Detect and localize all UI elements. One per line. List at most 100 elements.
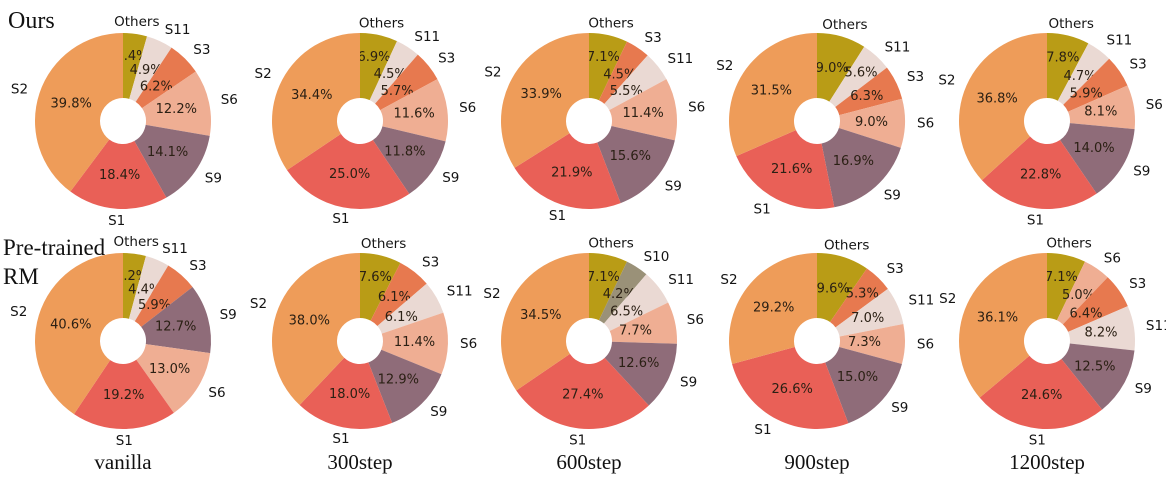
percent-label-s3: 5.9% bbox=[1070, 87, 1103, 102]
pie-slice-s9 bbox=[604, 341, 677, 406]
pie-slice-s2 bbox=[34, 33, 123, 192]
percent-label-others: 7.1% bbox=[1045, 270, 1078, 285]
percent-label-s2: 36.8% bbox=[976, 92, 1017, 107]
pie-slice-s11 bbox=[829, 46, 887, 108]
segment-label-s1: S1 bbox=[1027, 212, 1044, 228]
donut-chart-rm-1200step: 7.1% Others 5.0% S6 6.4% S3 8.2% S11 12.5% S9 24.6… bbox=[939, 236, 1166, 449]
percent-label-s3: 5.3% bbox=[846, 287, 879, 302]
column-label-vanilla: vanilla bbox=[94, 450, 152, 474]
percent-label-s6: 7.3% bbox=[848, 335, 881, 350]
pie-slice-others bbox=[817, 33, 865, 102]
percent-label-s1: 18.0% bbox=[329, 387, 370, 402]
column-label-300step: 300step bbox=[327, 450, 393, 474]
pie-slice-others bbox=[1047, 33, 1089, 101]
pie-slice-s9 bbox=[372, 126, 446, 194]
percent-label-s1: 26.6% bbox=[772, 382, 813, 397]
pie-slice-s3 bbox=[830, 268, 888, 328]
segment-label-s2: S2 bbox=[255, 66, 272, 82]
column-label-900step: 900step bbox=[784, 450, 850, 474]
segment-label-s1: S1 bbox=[116, 433, 133, 449]
segment-label-s9: S9 bbox=[1135, 381, 1152, 397]
pie-slice-s11 bbox=[377, 283, 444, 334]
segment-label-others: Others bbox=[361, 236, 406, 252]
segment-label-s11: S11 bbox=[414, 29, 440, 45]
percent-label-s6: 9.0% bbox=[855, 115, 888, 130]
pie-slice-s9 bbox=[821, 128, 901, 208]
pie-slice-s2 bbox=[958, 33, 1047, 181]
percent-label-s9: 12.6% bbox=[618, 356, 659, 371]
segment-label-others: Others bbox=[114, 14, 159, 30]
pie-slice-s9 bbox=[368, 349, 442, 423]
percent-label-s9: 11.8% bbox=[384, 145, 425, 160]
pie-slice-s3 bbox=[1063, 58, 1128, 112]
pie-slice-others bbox=[817, 253, 867, 323]
percent-label-s3: 6.2% bbox=[140, 80, 173, 95]
percent-label-s1: 21.9% bbox=[551, 165, 592, 180]
percent-label-s2: 40.6% bbox=[50, 318, 91, 333]
segment-label-s3: S3 bbox=[422, 255, 439, 271]
segment-label-s11: S11 bbox=[668, 51, 694, 67]
percent-label-s2: 38.0% bbox=[289, 313, 330, 328]
donut-chart-rm-600step: 7.1%Others4.2%S106.5%S117.7%S612.6%S927.… bbox=[483, 236, 704, 449]
percent-label-s11: 6.1% bbox=[385, 310, 418, 325]
pie-slice-s9 bbox=[1059, 123, 1135, 194]
segment-label-others: Others bbox=[588, 16, 633, 32]
percent-label-s1: 21.6% bbox=[771, 162, 812, 177]
pie-slice-s1 bbox=[981, 136, 1097, 210]
segment-label-s2: S2 bbox=[483, 286, 500, 302]
row-label-pretrained-rm: Pre-trained RM bbox=[3, 235, 106, 289]
pie-slice-s6 bbox=[609, 79, 678, 141]
segment-label-s11: S11 bbox=[1107, 33, 1133, 49]
percent-label-s2: 39.8% bbox=[51, 96, 92, 111]
percent-label-s6: 8.1% bbox=[1084, 105, 1117, 120]
pie-slice-s3 bbox=[835, 67, 903, 116]
percent-label-others: 9.6% bbox=[817, 281, 850, 296]
pie-slice-s3 bbox=[375, 54, 438, 111]
pie-slice-s11 bbox=[129, 256, 169, 322]
segment-label-s3: S3 bbox=[189, 258, 206, 274]
segment-label-s6: S6 bbox=[688, 99, 705, 115]
pie-slice-s11 bbox=[369, 41, 418, 104]
pie-slice-s9 bbox=[134, 124, 210, 198]
percent-label-s2: 36.1% bbox=[977, 311, 1018, 326]
pie-slice-s6 bbox=[142, 71, 212, 136]
percent-label-s2: 29.2% bbox=[753, 300, 794, 315]
pie-slice-s6 bbox=[609, 302, 678, 344]
percent-label-s9: 12.7% bbox=[155, 319, 196, 334]
column-label-600step: 600step bbox=[556, 450, 622, 474]
segment-label-others: Others bbox=[1046, 236, 1091, 252]
pie-slice-s11 bbox=[835, 288, 904, 337]
percent-label-others: 7.1% bbox=[587, 50, 620, 65]
percent-label-s3: 5.9% bbox=[138, 298, 171, 313]
percent-label-s9: 14.0% bbox=[1073, 141, 1114, 156]
segment-label-s1: S1 bbox=[108, 213, 125, 229]
pie-slice-s9 bbox=[597, 126, 675, 204]
pie-slice-s1 bbox=[287, 133, 410, 210]
pie-slice-s6 bbox=[136, 344, 211, 413]
percent-label-s11: 7.0% bbox=[851, 311, 884, 326]
percent-label-s9: 15.6% bbox=[610, 149, 651, 164]
segment-label-s3: S3 bbox=[193, 42, 210, 58]
percent-label-s2: 31.5% bbox=[751, 84, 792, 99]
percent-label-others: 7.8% bbox=[1046, 50, 1079, 65]
segment-label-s10: S10 bbox=[644, 249, 670, 265]
segment-label-s9: S9 bbox=[665, 178, 682, 194]
pie-slice-s6 bbox=[381, 312, 448, 375]
segment-label-s2: S2 bbox=[716, 58, 733, 74]
percent-label-s11: 8.2% bbox=[1084, 325, 1117, 340]
percent-label-s6: 11.4% bbox=[622, 106, 663, 121]
segment-label-s9: S9 bbox=[680, 374, 697, 390]
donut-chart-rm-900step: 9.6% Others 5.3% S3 7.0% S11 7.3% S6 15.0% S9 26.6… bbox=[720, 238, 935, 439]
percent-label-s3: 6.4% bbox=[1069, 306, 1102, 321]
segment-label-s3: S3 bbox=[438, 51, 455, 67]
segment-label-s1: S1 bbox=[1029, 433, 1046, 449]
pie-slice-s2 bbox=[729, 33, 817, 157]
segment-label-s11: S11 bbox=[909, 293, 935, 309]
segment-label-s9: S9 bbox=[1133, 164, 1150, 180]
percent-label-s6: 5.0% bbox=[1062, 288, 1095, 303]
segment-label-s6: S6 bbox=[687, 312, 704, 328]
percent-label-s1: 24.6% bbox=[1021, 388, 1062, 403]
segment-label-s1: S1 bbox=[332, 431, 349, 447]
donut-chart-ours-vanilla: 4.4%Others4.9%S116.2%S312.2%S614.1%S918.… bbox=[11, 14, 238, 229]
